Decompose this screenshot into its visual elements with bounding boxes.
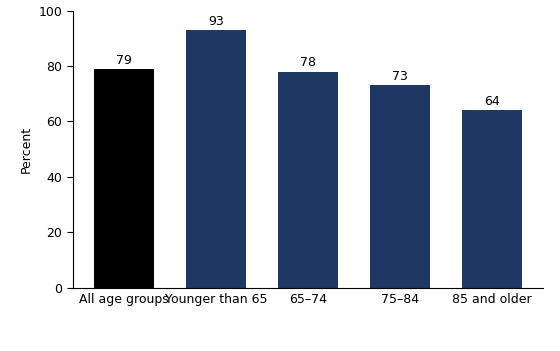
Y-axis label: Percent: Percent	[20, 126, 33, 173]
Bar	[94, 69, 154, 288]
Text: 79: 79	[116, 54, 132, 67]
Text: 73: 73	[392, 70, 408, 83]
Bar	[462, 110, 522, 288]
Text: 78: 78	[300, 56, 316, 69]
Bar	[186, 30, 246, 288]
Bar	[278, 72, 338, 288]
Bar	[370, 85, 430, 288]
Text: 64: 64	[484, 95, 500, 108]
Text: 93: 93	[208, 15, 224, 28]
